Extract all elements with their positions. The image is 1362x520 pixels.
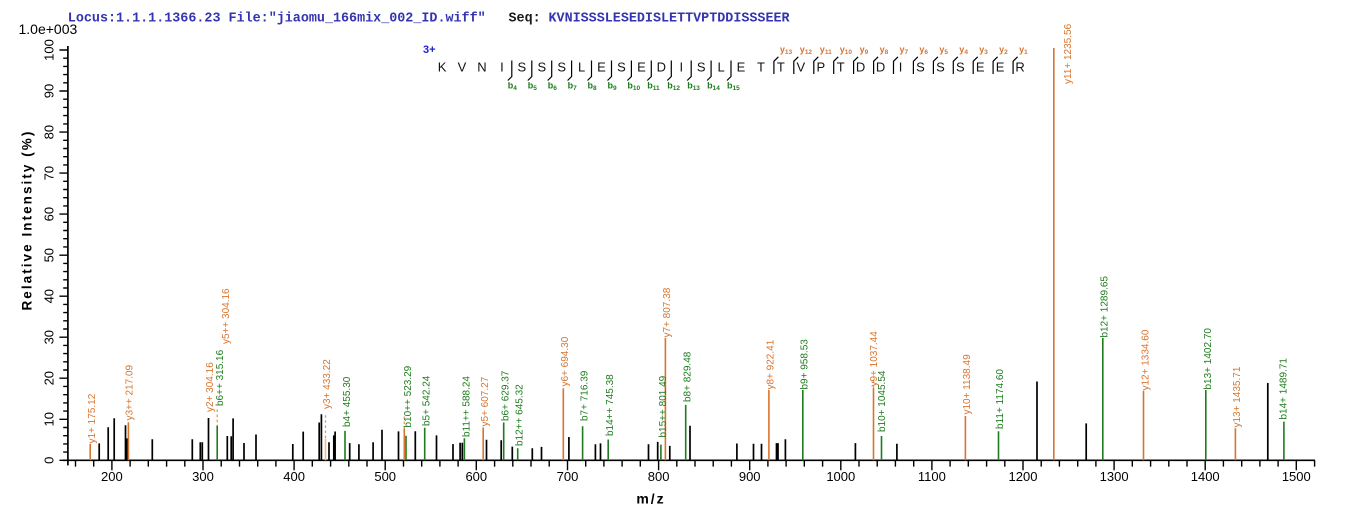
- svg-text:30: 30: [42, 330, 57, 344]
- svg-text:y9: y9: [860, 45, 869, 57]
- svg-text:KVNISSSLESEDISLETTVPTDDISSSEER: KVNISSSLESEDISLETTVPTDDISSSEER: [438, 60, 1025, 75]
- svg-text:60: 60: [42, 207, 57, 221]
- svg-text:y2: y2: [999, 45, 1008, 57]
- svg-text:b14: b14: [707, 81, 720, 93]
- svg-text:y13: y13: [780, 45, 793, 57]
- svg-text:b11++ 588.24: b11++ 588.24: [462, 376, 473, 437]
- svg-text:b10+ 1045.54: b10+ 1045.54: [877, 370, 888, 432]
- svg-text:y11: y11: [820, 45, 832, 57]
- svg-text:b13+ 1402.70: b13+ 1402.70: [1203, 328, 1214, 390]
- svg-text:y6+ 694.30: y6+ 694.30: [560, 336, 571, 386]
- svg-text:3+: 3+: [423, 44, 436, 56]
- svg-text:700: 700: [557, 469, 579, 484]
- svg-text:y2+ 304.16: y2+ 304.16: [205, 362, 216, 412]
- svg-text:b5+ 542.24: b5+ 542.24: [422, 375, 433, 426]
- svg-text:y1: y1: [1019, 45, 1028, 57]
- svg-text:y12: y12: [800, 45, 813, 57]
- svg-text:b7+ 716.39: b7+ 716.39: [580, 370, 591, 421]
- svg-text:Relative Intensity (%): Relative Intensity (%): [20, 130, 35, 311]
- svg-text:y1+ 175.12: y1+ 175.12: [87, 393, 98, 443]
- svg-text:b6+ 629.37: b6+ 629.37: [501, 370, 512, 421]
- svg-text:b10++ 523.29: b10++ 523.29: [403, 365, 414, 427]
- svg-text:600: 600: [465, 469, 487, 484]
- svg-text:y13+ 1435.71: y13+ 1435.71: [1232, 366, 1243, 427]
- svg-text:y10+ 1138.49: y10+ 1138.49: [962, 354, 973, 415]
- svg-text:1000: 1000: [826, 469, 855, 484]
- svg-text:y3++ 217.09: y3++ 217.09: [125, 364, 136, 420]
- svg-text:1400: 1400: [1191, 469, 1220, 484]
- svg-text:y3: y3: [979, 45, 988, 57]
- svg-text:b12+ 1289.65: b12+ 1289.65: [1100, 276, 1111, 338]
- svg-text:m/z: m/z: [636, 491, 665, 507]
- svg-text:y6: y6: [919, 45, 928, 57]
- svg-text:1500: 1500: [1282, 469, 1311, 484]
- svg-text:b11: b11: [647, 81, 660, 93]
- svg-text:y12+ 1334.60: y12+ 1334.60: [1141, 329, 1152, 390]
- svg-text:500: 500: [374, 469, 396, 484]
- svg-text:b9: b9: [608, 81, 618, 93]
- svg-text:50: 50: [42, 248, 57, 262]
- svg-text:200: 200: [101, 469, 123, 484]
- svg-text:1300: 1300: [1100, 469, 1129, 484]
- svg-text:40: 40: [42, 289, 57, 303]
- svg-text:Locus:1.1.1.1366.23 File:"jiao: Locus:1.1.1.1366.23 File:"jiaomu_166mix_…: [68, 12, 791, 27]
- svg-text:b14++ 745.38: b14++ 745.38: [605, 374, 616, 436]
- svg-text:y7+ 807.38: y7+ 807.38: [662, 287, 673, 337]
- svg-text:y11+ 1235.56: y11+ 1235.56: [1063, 23, 1074, 84]
- svg-text:0: 0: [42, 457, 57, 464]
- svg-text:100: 100: [42, 39, 57, 61]
- svg-text:b8+ 829.48: b8+ 829.48: [683, 351, 694, 402]
- svg-text:300: 300: [192, 469, 214, 484]
- svg-text:b4+ 455.30: b4+ 455.30: [342, 376, 353, 427]
- svg-text:y10: y10: [840, 45, 853, 57]
- svg-text:b6++ 315.16: b6++ 315.16: [215, 349, 226, 406]
- svg-text:y7: y7: [900, 45, 909, 57]
- svg-text:90: 90: [42, 84, 57, 98]
- svg-text:b6: b6: [548, 81, 558, 93]
- svg-text:y8: y8: [880, 45, 889, 57]
- svg-text:b4: b4: [508, 81, 518, 93]
- svg-text:y3+ 433.22: y3+ 433.22: [322, 359, 333, 409]
- svg-text:80: 80: [42, 125, 57, 139]
- svg-text:y5++ 304.16: y5++ 304.16: [221, 288, 232, 344]
- svg-text:1100: 1100: [918, 469, 946, 484]
- svg-text:b11+ 1174.60: b11+ 1174.60: [995, 369, 1006, 429]
- svg-text:b15++ 801.49: b15++ 801.49: [658, 375, 669, 437]
- svg-text:400: 400: [283, 469, 305, 484]
- svg-text:b12++ 645.32: b12++ 645.32: [515, 384, 526, 446]
- svg-text:20: 20: [42, 371, 57, 385]
- svg-text:b8: b8: [588, 81, 598, 93]
- svg-text:b12: b12: [667, 81, 680, 93]
- svg-text:1.0e+003: 1.0e+003: [19, 21, 78, 37]
- svg-text:y5+ 607.27: y5+ 607.27: [480, 376, 491, 426]
- svg-text:10: 10: [42, 412, 57, 426]
- svg-text:b9+ 958.53: b9+ 958.53: [800, 339, 811, 390]
- svg-text:b5: b5: [528, 81, 538, 93]
- svg-text:b14+ 1489.71: b14+ 1489.71: [1279, 358, 1290, 420]
- svg-text:y9+ 1037.44: y9+ 1037.44: [869, 331, 880, 387]
- svg-text:70: 70: [42, 166, 57, 180]
- svg-text:800: 800: [648, 469, 670, 484]
- svg-text:y8+ 922.41: y8+ 922.41: [766, 339, 777, 389]
- svg-text:b7: b7: [568, 81, 578, 93]
- svg-text:b10: b10: [627, 81, 640, 93]
- svg-text:y4: y4: [959, 45, 968, 57]
- svg-text:b13: b13: [687, 81, 700, 93]
- svg-text:1200: 1200: [1009, 469, 1038, 484]
- svg-text:b15: b15: [727, 81, 740, 93]
- svg-text:900: 900: [739, 469, 761, 484]
- svg-text:y5: y5: [939, 45, 948, 57]
